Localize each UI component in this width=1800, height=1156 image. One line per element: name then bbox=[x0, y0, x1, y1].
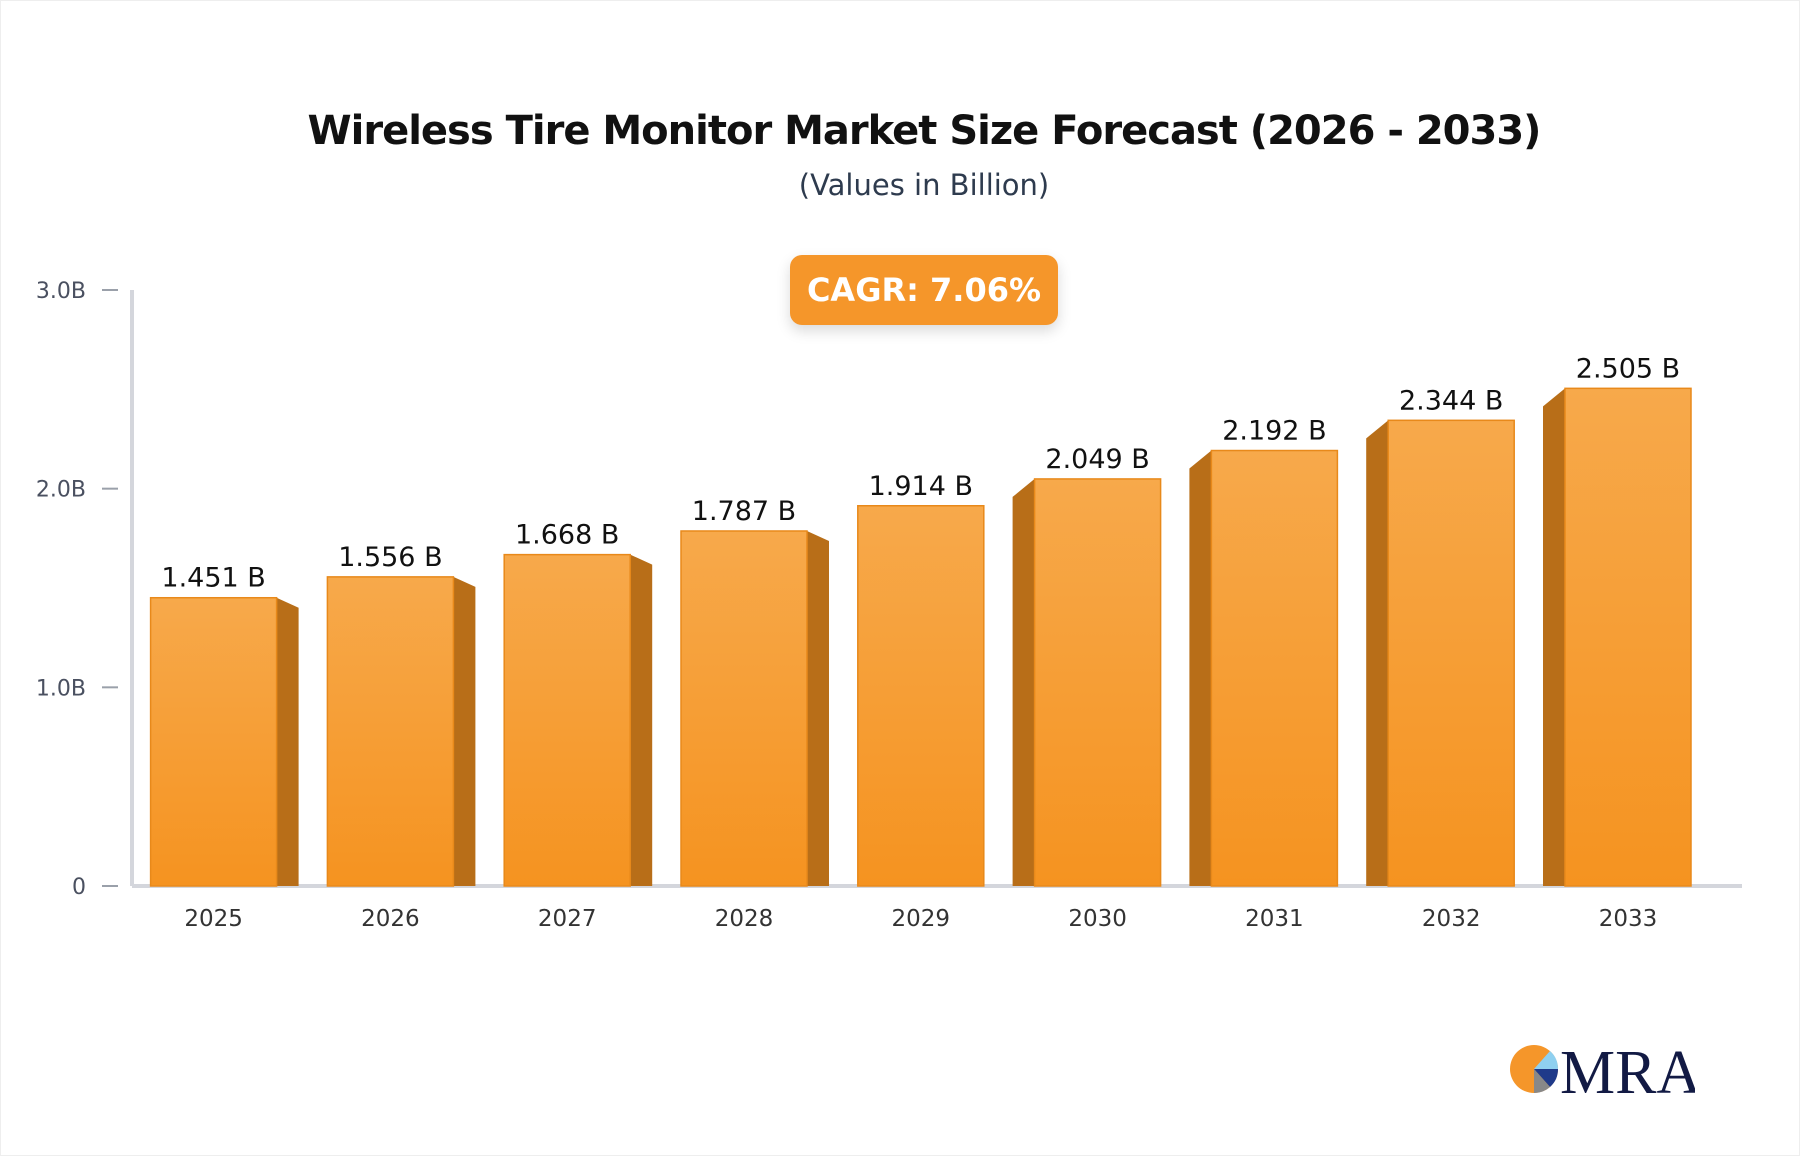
x-tick-label: 2032 bbox=[1422, 906, 1481, 932]
y-tick-label: 1.0B bbox=[36, 676, 86, 701]
data-label: 1.914 B bbox=[869, 471, 973, 502]
x-tick-label: 2030 bbox=[1068, 906, 1127, 932]
x-tick-label: 2031 bbox=[1245, 906, 1304, 932]
data-label: 1.787 B bbox=[692, 496, 796, 527]
bar-side bbox=[1366, 420, 1389, 886]
bar bbox=[1387, 419, 1515, 887]
bar bbox=[1564, 387, 1692, 887]
bar bbox=[149, 596, 278, 887]
bar bbox=[680, 530, 808, 887]
bar-side bbox=[807, 530, 829, 886]
y-tick-label: 0 bbox=[72, 875, 86, 900]
y-tick-label: 3.0B bbox=[36, 279, 86, 304]
x-tick-label: 2027 bbox=[538, 906, 597, 932]
bar-side bbox=[276, 597, 299, 886]
cagr-badge: CAGR: 7.06% bbox=[790, 255, 1058, 325]
bar-side bbox=[1543, 388, 1565, 886]
data-label: 1.668 B bbox=[515, 520, 619, 551]
bar bbox=[857, 505, 985, 887]
y-tick-label: 2.0B bbox=[36, 478, 86, 503]
data-label: 1.451 B bbox=[161, 563, 265, 594]
mra-logo: MRA bbox=[1510, 1040, 1695, 1100]
chart-title: Wireless Tire Monitor Market Size Foreca… bbox=[307, 108, 1542, 154]
chart-subtitle: (Values in Billion) bbox=[798, 168, 1050, 202]
bar-side bbox=[630, 554, 653, 886]
bar bbox=[1033, 478, 1162, 887]
bar-side bbox=[1189, 450, 1212, 886]
data-label: 1.556 B bbox=[338, 542, 442, 573]
data-label: 2.049 B bbox=[1045, 444, 1149, 475]
bar-side bbox=[453, 576, 476, 886]
data-label: 2.505 B bbox=[1576, 353, 1680, 384]
x-tick-label: 2026 bbox=[361, 906, 420, 932]
data-label: 2.192 B bbox=[1222, 416, 1326, 447]
logo-text: MRA bbox=[1560, 1040, 1695, 1100]
bar bbox=[1210, 449, 1339, 887]
bar bbox=[503, 553, 631, 887]
x-tick-label: 2028 bbox=[715, 906, 774, 932]
x-tick-label: 2025 bbox=[184, 906, 243, 932]
x-tick-label: 2033 bbox=[1599, 906, 1658, 932]
bar bbox=[326, 576, 455, 887]
bar-side bbox=[1012, 478, 1035, 886]
x-tick-label: 2029 bbox=[892, 906, 951, 932]
data-label: 2.344 B bbox=[1399, 385, 1503, 416]
